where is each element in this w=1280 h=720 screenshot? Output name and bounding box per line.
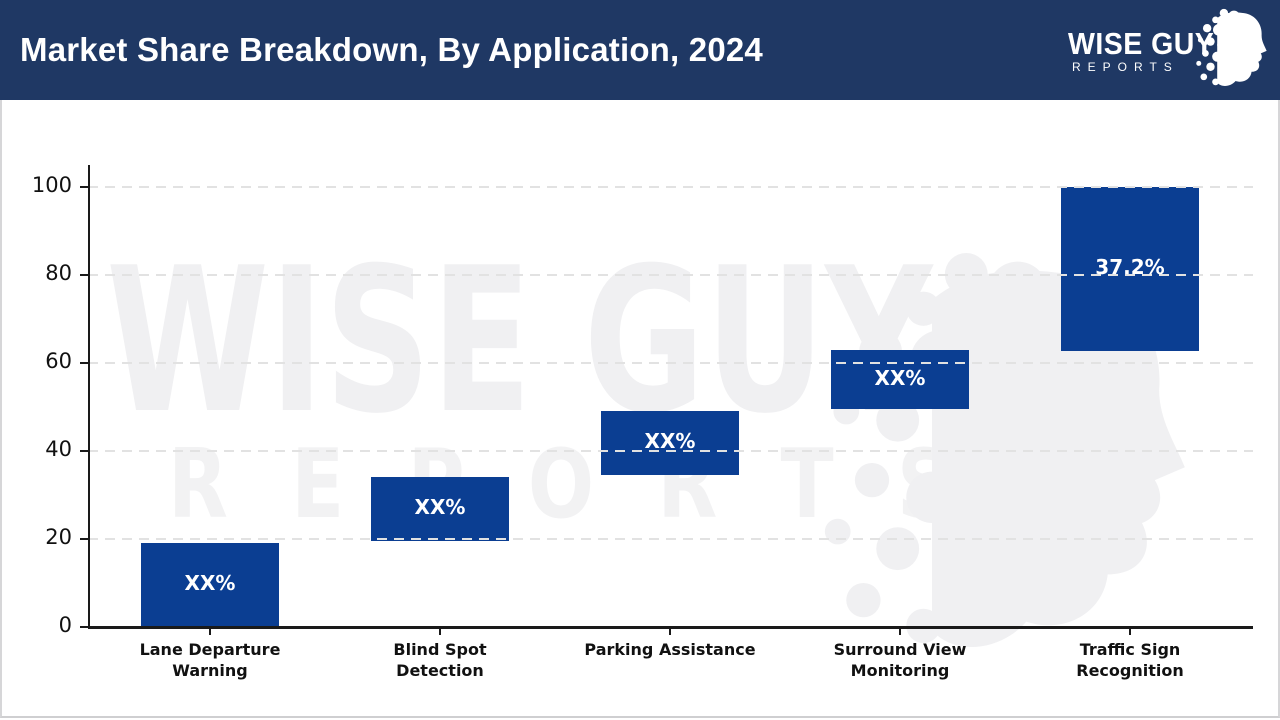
bar-value-label: XX% xyxy=(874,365,926,390)
x-category-label: Parking Assistance xyxy=(555,640,785,661)
gridline-100 xyxy=(88,186,1253,188)
x-category-label-line: Monitoring xyxy=(850,660,950,680)
x-category-label: Traffic Sign Recognition xyxy=(1015,640,1245,682)
bar-value-label: XX% xyxy=(644,429,696,454)
x-category-label-line: Detection xyxy=(396,660,484,680)
bar-1 xyxy=(141,543,279,627)
bar-value-label: XX% xyxy=(414,495,466,520)
y-tick-label: 20 xyxy=(45,525,72,549)
x-category-label: Lane Departure Warning xyxy=(95,640,325,682)
y-tick-mark xyxy=(80,274,88,276)
bar-4 xyxy=(831,349,969,410)
x-category-label-line: Lane Departure xyxy=(139,640,281,659)
x-category-label-line: Parking Assistance xyxy=(584,640,756,659)
wise-guy-reports-logo: WISE GUY REPORTS xyxy=(1030,4,1270,96)
gridline-60 xyxy=(88,362,1253,364)
y-tick-mark xyxy=(80,186,88,188)
gridline-80 xyxy=(88,274,1253,276)
bar-value-label: 37.2% xyxy=(1095,254,1165,279)
logo-reports-text: REPORTS xyxy=(1072,60,1179,74)
x-category-label: Blind Spot Detection xyxy=(325,640,555,682)
y-tick-mark xyxy=(80,362,88,364)
x-category-label-line: Traffic Sign xyxy=(1079,640,1181,659)
x-tick-mark xyxy=(209,627,211,635)
bar-3 xyxy=(601,411,739,476)
watermark-reports-text: R E P O R T S xyxy=(168,430,971,540)
bar-value-label: XX% xyxy=(184,571,236,596)
y-axis-line xyxy=(88,165,90,627)
x-tick-mark xyxy=(1129,627,1131,635)
x-category-label-line: Warning xyxy=(172,660,248,680)
bar-2 xyxy=(371,477,509,542)
y-tick-mark xyxy=(80,626,88,628)
y-tick-mark xyxy=(80,450,88,452)
gridline-40 xyxy=(88,450,1253,452)
x-tick-mark xyxy=(899,627,901,635)
y-tick-label: 100 xyxy=(31,173,72,197)
x-category-label-line: Surround View xyxy=(833,640,967,659)
y-tick-label: 40 xyxy=(45,437,72,461)
y-tick-label: 0 xyxy=(58,613,72,637)
logo-wordmark: WISE GUY xyxy=(1068,26,1215,61)
y-tick-label: 80 xyxy=(45,261,72,285)
header-bar: Market Share Breakdown, By Application, … xyxy=(0,0,1280,100)
y-tick-label: 60 xyxy=(45,349,72,373)
x-tick-mark xyxy=(669,627,671,635)
gridline-20 xyxy=(88,538,1253,540)
x-category-label-line: Recognition xyxy=(1076,660,1184,680)
x-tick-mark xyxy=(439,627,441,635)
x-category-label: Surround View Monitoring xyxy=(785,640,1015,682)
x-category-label-line: Blind Spot xyxy=(393,640,487,659)
page-title: Market Share Breakdown, By Application, … xyxy=(20,31,763,68)
logo-dot-head-icon xyxy=(1196,8,1267,86)
bar-5 xyxy=(1061,187,1199,351)
y-tick-mark xyxy=(80,538,88,540)
